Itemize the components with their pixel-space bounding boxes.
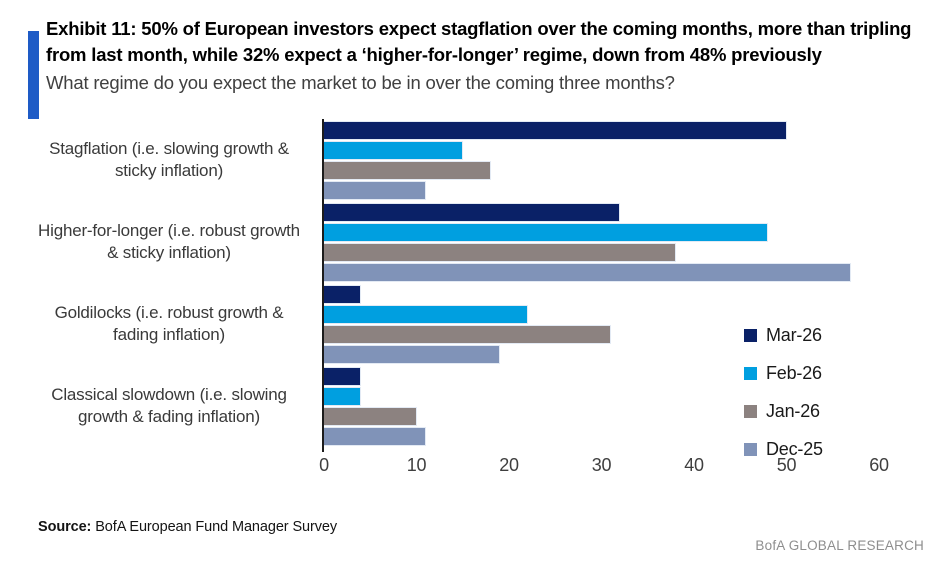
survey-question: What regime do you expect the market to … — [46, 72, 675, 93]
header: Exhibit 11: 50% of European investors ex… — [46, 16, 930, 95]
legend-label: Dec-25 — [766, 438, 823, 459]
bar-dec-25 — [324, 345, 500, 364]
bar-feb-26 — [324, 141, 463, 160]
bar-dec-25 — [324, 181, 426, 200]
bar-mar-26 — [324, 367, 361, 386]
category-group: Goldilocks (i.e. robust growth & fading … — [0, 283, 950, 365]
legend-item: Feb-26 — [744, 354, 823, 392]
legend-label: Mar-26 — [766, 324, 822, 345]
bar-chart: Stagflation (i.e. slowing growth & stick… — [0, 119, 950, 481]
bar-jan-26 — [324, 243, 676, 262]
legend: Mar-26 Feb-26 Jan-26 Dec-25 — [744, 316, 823, 468]
bar-group — [322, 283, 950, 365]
bar-group — [322, 365, 950, 447]
bar-group — [322, 119, 950, 201]
bar-dec-25 — [324, 427, 426, 446]
legend-swatch — [744, 404, 757, 418]
plot-area: Stagflation (i.e. slowing growth & stick… — [0, 119, 950, 447]
bar-feb-26 — [324, 223, 768, 242]
category-group: Classical slowdown (i.e. slowing growth … — [0, 365, 950, 447]
bar-feb-26 — [324, 387, 361, 406]
category-label: Classical slowdown (i.e. slowing growth … — [51, 384, 287, 426]
x-tick-label: 0 — [319, 455, 329, 475]
bar-jan-26 — [324, 161, 491, 180]
x-tick-label: 40 — [684, 455, 704, 475]
x-tick-label: 20 — [499, 455, 519, 475]
category-group: Higher-for-longer (i.e. robust growth & … — [0, 201, 950, 283]
source-note: Source: BofA European Fund Manager Surve… — [38, 519, 337, 535]
legend-item: Dec-25 — [744, 430, 823, 468]
x-axis-ticks: 0 10 20 30 40 50 60 — [319, 455, 950, 481]
bar-feb-26 — [324, 305, 528, 324]
legend-label: Feb-26 — [766, 362, 822, 383]
category-label: Stagflation (i.e. slowing growth & stick… — [49, 138, 289, 180]
axis-zero-tick — [322, 447, 324, 452]
legend-item: Mar-26 — [744, 316, 823, 354]
bar-jan-26 — [324, 325, 611, 344]
legend-swatch — [744, 366, 757, 380]
exhibit-title: Exhibit 11: 50% of European investors ex… — [46, 18, 912, 65]
source-label: Source: — [38, 519, 92, 535]
source-text: BofA European Fund Manager Survey — [91, 519, 337, 535]
category-label: Goldilocks (i.e. robust growth & fading … — [54, 302, 284, 344]
bar-mar-26 — [324, 121, 787, 140]
bar-dec-25 — [324, 263, 852, 282]
legend-swatch — [744, 328, 757, 342]
bar-jan-26 — [324, 407, 417, 426]
x-tick-label: 30 — [591, 455, 612, 475]
legend-label: Jan-26 — [766, 400, 820, 421]
bar-mar-26 — [324, 203, 620, 222]
legend-item: Jan-26 — [744, 392, 823, 430]
bar-group — [322, 201, 950, 283]
exhibit-accent-bar — [28, 31, 39, 119]
x-tick-label: 10 — [406, 455, 427, 475]
legend-swatch — [744, 442, 757, 456]
bar-mar-26 — [324, 285, 361, 304]
category-group: Stagflation (i.e. slowing growth & stick… — [0, 119, 950, 201]
x-tick-label: 60 — [869, 455, 889, 475]
x-tick-label: 50 — [776, 455, 797, 475]
category-label: Higher-for-longer (i.e. robust growth & … — [38, 220, 300, 262]
research-brand: BofA GLOBAL RESEARCH — [755, 538, 924, 553]
